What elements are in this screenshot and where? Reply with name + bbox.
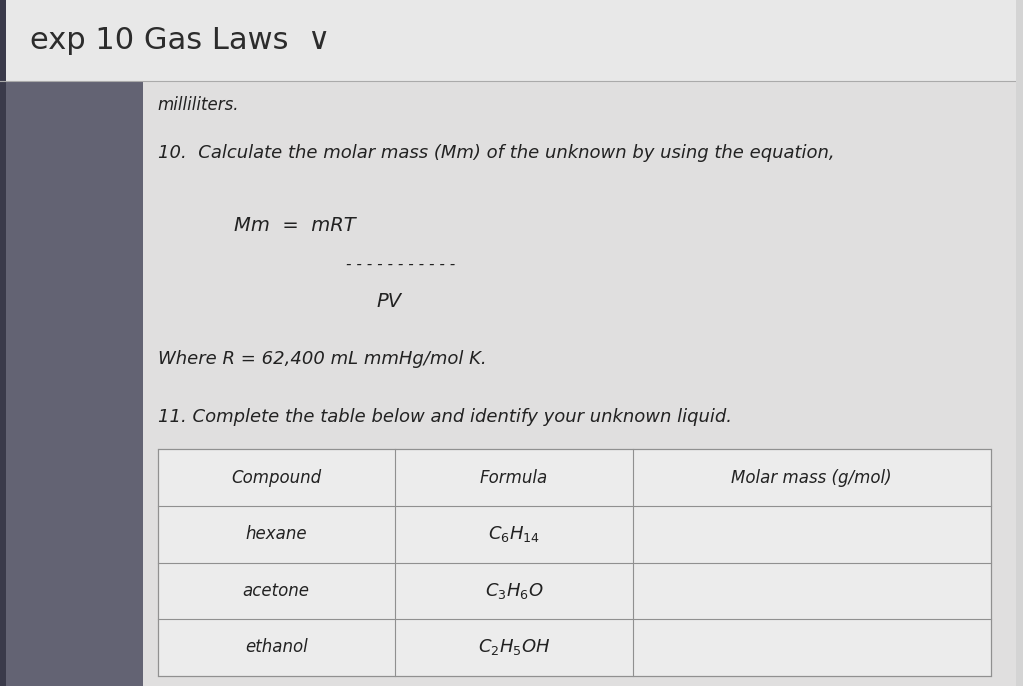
FancyBboxPatch shape bbox=[6, 81, 143, 686]
Text: $C_2H_5OH$: $C_2H_5OH$ bbox=[478, 637, 550, 657]
Text: ethanol: ethanol bbox=[244, 639, 308, 657]
Text: Molar mass (g/mol): Molar mass (g/mol) bbox=[731, 469, 892, 486]
Text: acetone: acetone bbox=[242, 582, 310, 600]
Text: $C_6H_{14}$: $C_6H_{14}$ bbox=[488, 524, 540, 544]
Text: 10.  Calculate the molar mass (Mm) of the unknown by using the equation,: 10. Calculate the molar mass (Mm) of the… bbox=[158, 144, 834, 162]
Text: 11. Complete the table below and identify your unknown liquid.: 11. Complete the table below and identif… bbox=[158, 408, 731, 426]
FancyBboxPatch shape bbox=[0, 0, 6, 686]
FancyBboxPatch shape bbox=[0, 0, 1016, 81]
Text: PV: PV bbox=[376, 292, 401, 311]
Text: milliliters.: milliliters. bbox=[158, 96, 239, 114]
Text: hexane: hexane bbox=[246, 525, 307, 543]
Text: - - - - - - - - - - -: - - - - - - - - - - - bbox=[346, 257, 455, 272]
FancyBboxPatch shape bbox=[158, 449, 991, 676]
Text: Where R = 62,400 mL mmHg/mol K.: Where R = 62,400 mL mmHg/mol K. bbox=[158, 350, 486, 368]
Text: Mm  =  mRT: Mm = mRT bbox=[233, 216, 355, 235]
Text: $C_3H_6O$: $C_3H_6O$ bbox=[485, 581, 543, 601]
Text: Compound: Compound bbox=[231, 469, 321, 486]
FancyBboxPatch shape bbox=[143, 81, 1016, 686]
Text: Formula: Formula bbox=[480, 469, 548, 486]
Text: exp 10 Gas Laws  ∨: exp 10 Gas Laws ∨ bbox=[31, 26, 330, 55]
